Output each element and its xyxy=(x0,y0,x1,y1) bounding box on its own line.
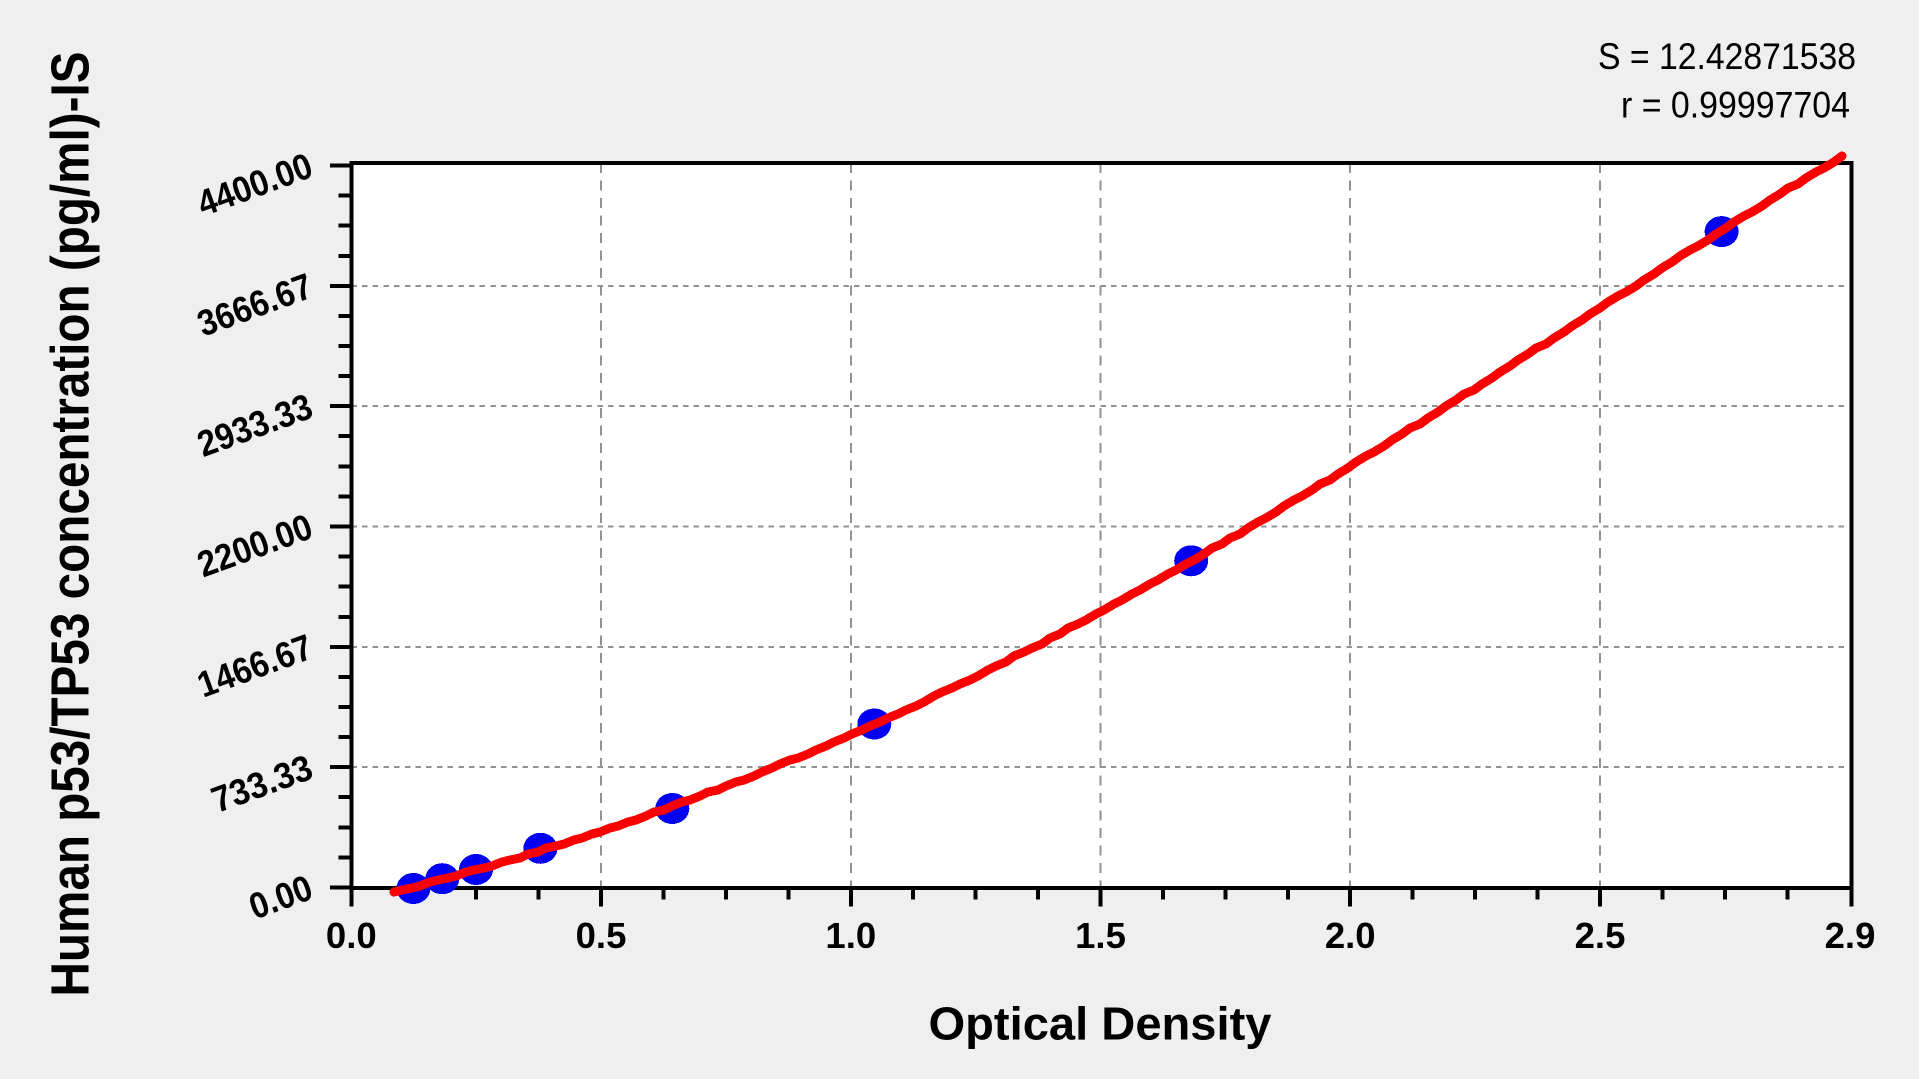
svg-text:2.0: 2.0 xyxy=(1325,915,1376,956)
svg-text:Human p53/TP53 concentration (: Human p53/TP53 concentration (pg/ml)-IS xyxy=(41,52,101,997)
svg-text:0.0: 0.0 xyxy=(326,915,377,956)
svg-text:2.9: 2.9 xyxy=(1825,915,1876,956)
svg-text:2.5: 2.5 xyxy=(1575,915,1626,956)
svg-text:Optical Density: Optical Density xyxy=(929,998,1272,1050)
svg-text:1.0: 1.0 xyxy=(825,915,876,956)
svg-text:S = 12.42871538: S = 12.42871538 xyxy=(1598,36,1856,77)
svg-text:r = 0.99997704: r = 0.99997704 xyxy=(1621,85,1850,126)
svg-text:0.5: 0.5 xyxy=(576,915,627,956)
svg-text:1.5: 1.5 xyxy=(1075,915,1126,956)
